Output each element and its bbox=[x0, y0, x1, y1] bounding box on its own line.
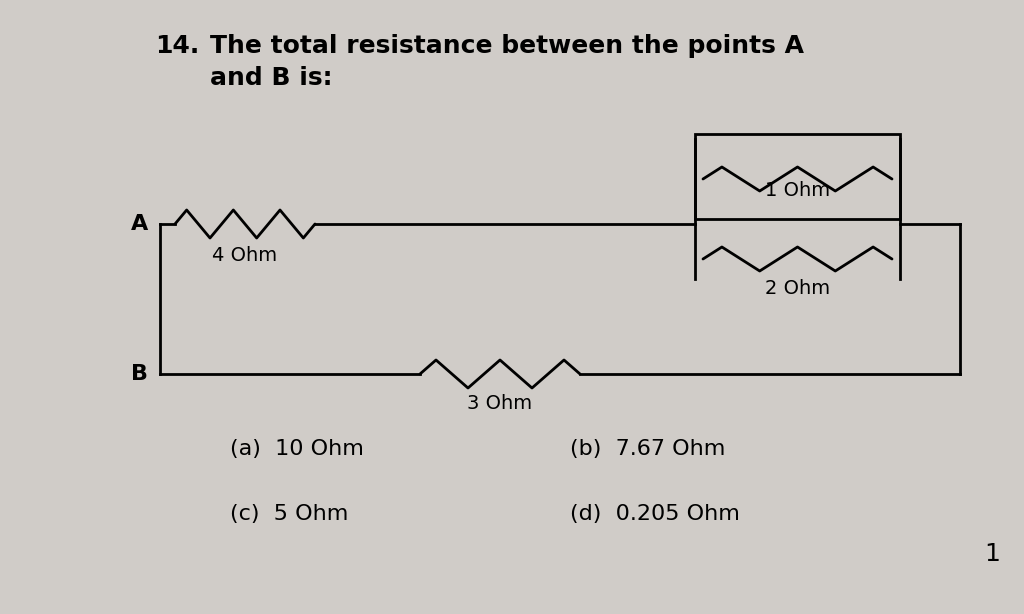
Text: The total resistance between the points A: The total resistance between the points … bbox=[210, 34, 804, 58]
Text: (b)  7.67 Ohm: (b) 7.67 Ohm bbox=[570, 439, 725, 459]
Text: 3 Ohm: 3 Ohm bbox=[467, 394, 532, 413]
Text: B: B bbox=[131, 364, 148, 384]
Text: 4 Ohm: 4 Ohm bbox=[212, 246, 278, 265]
Text: and B is:: and B is: bbox=[210, 66, 333, 90]
Text: 14.: 14. bbox=[155, 34, 200, 58]
Text: (a)  10 Ohm: (a) 10 Ohm bbox=[230, 439, 364, 459]
Text: (d)  0.205 Ohm: (d) 0.205 Ohm bbox=[570, 504, 740, 524]
Text: (c)  5 Ohm: (c) 5 Ohm bbox=[230, 504, 348, 524]
Text: A: A bbox=[131, 214, 148, 234]
Text: 2 Ohm: 2 Ohm bbox=[765, 279, 830, 298]
Text: 1 Ohm: 1 Ohm bbox=[765, 181, 830, 200]
Text: 1: 1 bbox=[984, 542, 1000, 566]
